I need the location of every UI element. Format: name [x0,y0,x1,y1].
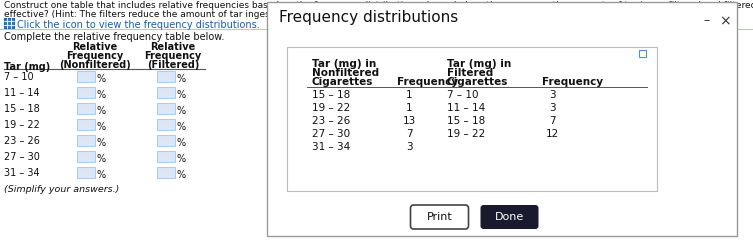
Text: (Filtered): (Filtered) [147,60,200,70]
Text: Tar (mg) in: Tar (mg) in [447,59,511,69]
Text: 11 – 14: 11 – 14 [447,103,485,113]
Text: %: % [97,170,106,180]
Text: Nonfiltered: Nonfiltered [312,68,379,78]
Text: %: % [177,122,186,132]
Text: 19 – 22: 19 – 22 [4,120,40,130]
Text: Frequency: Frequency [542,77,603,87]
Text: 1: 1 [406,90,413,100]
Text: Done: Done [495,212,524,222]
Text: 19 – 22: 19 – 22 [447,129,485,139]
Text: 7: 7 [549,116,555,126]
Text: 13: 13 [402,116,416,126]
FancyBboxPatch shape [77,71,95,82]
Text: ×: × [719,14,731,28]
FancyBboxPatch shape [157,135,175,146]
Text: (Nonfiltered): (Nonfiltered) [59,60,131,70]
Text: Cigarettes: Cigarettes [312,77,373,87]
Text: Print: Print [427,212,453,222]
Text: Construct one table that includes relative frequencies based on the frequency di: Construct one table that includes relati… [4,1,753,10]
Text: 15 – 18: 15 – 18 [447,116,485,126]
Text: 15 – 18: 15 – 18 [4,104,40,114]
Text: Frequency distributions: Frequency distributions [279,10,459,25]
Text: %: % [177,106,186,116]
Text: %: % [177,138,186,148]
FancyBboxPatch shape [77,167,95,178]
Text: %: % [97,154,106,164]
Text: %: % [177,90,186,100]
Text: (Simplify your answers.): (Simplify your answers.) [4,185,120,194]
Text: Relative: Relative [151,42,196,52]
Text: Tar (mg): Tar (mg) [4,62,50,72]
FancyBboxPatch shape [4,18,14,28]
Text: 1: 1 [406,103,413,113]
Text: %: % [97,74,106,84]
Text: Tar (mg) in: Tar (mg) in [312,59,376,69]
Text: %: % [97,90,106,100]
Text: 27 – 30: 27 – 30 [4,152,40,162]
Text: Frequency: Frequency [66,51,123,61]
Text: Filtered: Filtered [447,68,493,78]
FancyBboxPatch shape [157,103,175,114]
FancyBboxPatch shape [77,119,95,130]
FancyBboxPatch shape [157,167,175,178]
FancyBboxPatch shape [287,47,657,191]
FancyBboxPatch shape [480,205,538,229]
Text: %: % [177,170,186,180]
FancyBboxPatch shape [157,151,175,162]
FancyBboxPatch shape [77,87,95,98]
Text: Click the icon to view the frequency distributions.: Click the icon to view the frequency dis… [17,20,260,30]
FancyBboxPatch shape [157,71,175,82]
Text: Relative: Relative [72,42,117,52]
FancyBboxPatch shape [77,103,95,114]
Text: 3: 3 [549,90,555,100]
Text: %: % [97,122,106,132]
Text: –: – [704,14,710,27]
Text: 12: 12 [545,129,559,139]
FancyBboxPatch shape [267,2,737,236]
Text: 19 – 22: 19 – 22 [312,103,350,113]
FancyBboxPatch shape [77,151,95,162]
FancyBboxPatch shape [157,87,175,98]
Text: %: % [97,138,106,148]
Text: 31 – 34: 31 – 34 [4,168,40,178]
FancyBboxPatch shape [157,119,175,130]
Text: %: % [177,154,186,164]
Text: Frequency: Frequency [397,77,458,87]
Text: 7 – 10: 7 – 10 [4,72,34,82]
Text: %: % [177,74,186,84]
Text: Cigarettes: Cigarettes [447,77,508,87]
Text: 31 – 34: 31 – 34 [312,142,350,152]
Text: 7: 7 [406,129,413,139]
FancyBboxPatch shape [639,50,646,57]
Text: 3: 3 [406,142,413,152]
Text: effective? (Hint: The filters reduce the amount of tar ingested by the smoker.): effective? (Hint: The filters reduce the… [4,10,358,19]
Text: 11 – 14: 11 – 14 [4,88,40,98]
Text: 3: 3 [549,103,555,113]
FancyBboxPatch shape [77,135,95,146]
Text: 7 – 10: 7 – 10 [447,90,478,100]
Text: 23 – 26: 23 – 26 [312,116,350,126]
Text: Complete the relative frequency table below.: Complete the relative frequency table be… [4,32,224,42]
Text: 15 – 18: 15 – 18 [312,90,350,100]
Text: 23 – 26: 23 – 26 [4,136,40,146]
FancyBboxPatch shape [410,205,468,229]
Text: Frequency: Frequency [145,51,202,61]
Text: 27 – 30: 27 – 30 [312,129,350,139]
Text: %: % [97,106,106,116]
